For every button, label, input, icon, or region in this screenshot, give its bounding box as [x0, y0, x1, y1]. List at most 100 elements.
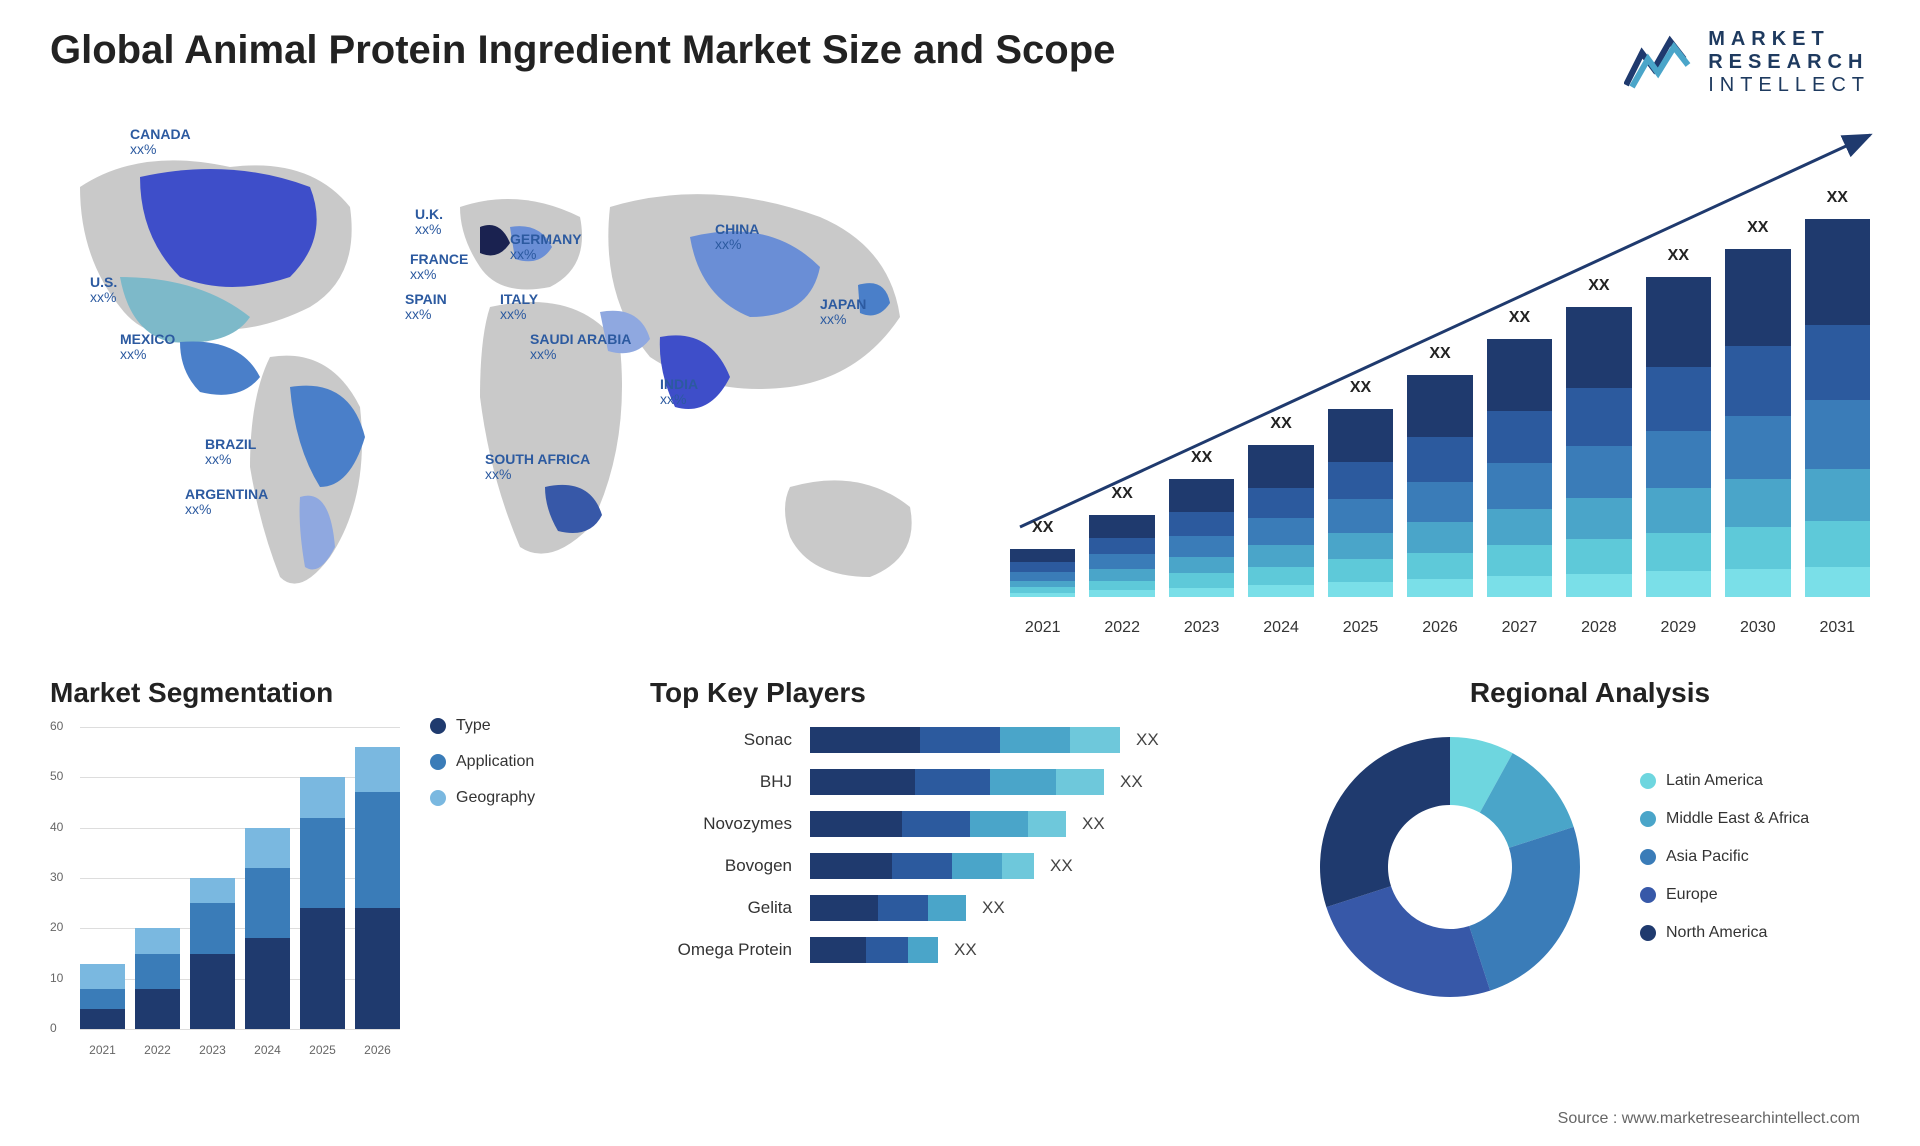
player-row: BovogenXX [650, 853, 1170, 879]
logo-icon [1624, 35, 1694, 91]
player-name: Omega Protein [650, 940, 810, 960]
brand-logo: MARKET RESEARCH INTELLECT [1624, 28, 1870, 97]
world-map-panel: CANADAxx%U.S.xx%MEXICOxx%BRAZILxx%ARGENT… [50, 117, 970, 637]
forecast-year-label: 2031 [1805, 619, 1870, 637]
donut-slice [1326, 886, 1490, 997]
forecast-bar-2028: XX [1566, 307, 1631, 597]
seg-bar-2022 [135, 928, 180, 1029]
forecast-bar-2031: XX [1805, 219, 1870, 597]
regional-section: Regional Analysis Latin America Middle Ea… [1310, 677, 1870, 1077]
forecast-bar-2024: XX [1248, 445, 1313, 597]
map-label-spain: SPAINxx% [405, 292, 447, 323]
player-row: NovozymesXX [650, 811, 1170, 837]
players-title: Top Key Players [650, 677, 1270, 709]
forecast-bar-2027: XX [1487, 339, 1552, 597]
seg-legend-item: Type [430, 717, 535, 735]
seg-x-label: 2022 [135, 1043, 180, 1057]
forecast-value-label: XX [1350, 379, 1371, 397]
map-label-brazil: BRAZILxx% [205, 437, 256, 468]
forecast-value-label: XX [1429, 345, 1450, 363]
player-name: Sonac [650, 730, 810, 750]
seg-legend-item: Geography [430, 789, 535, 807]
forecast-value-label: XX [1032, 519, 1053, 537]
donut-legend-item: Europe [1640, 886, 1809, 904]
map-label-argentina: ARGENTINAxx% [185, 487, 268, 518]
forecast-value-label: XX [1270, 415, 1291, 433]
forecast-bar-2026: XX [1407, 375, 1472, 597]
forecast-value-label: XX [1747, 219, 1768, 237]
regional-title: Regional Analysis [1310, 677, 1870, 709]
seg-y-tick: 60 [50, 719, 63, 733]
seg-y-tick: 10 [50, 971, 63, 985]
seg-y-tick: 50 [50, 769, 63, 783]
forecast-value-label: XX [1509, 309, 1530, 327]
forecast-year-label: 2024 [1248, 619, 1313, 637]
forecast-value-label: XX [1191, 449, 1212, 467]
seg-y-tick: 20 [50, 920, 63, 934]
map-label-india: INDIAxx% [660, 377, 698, 408]
forecast-year-label: 2022 [1089, 619, 1154, 637]
forecast-chart: XXXXXXXXXXXXXXXXXXXXXX 20212022202320242… [1010, 117, 1870, 637]
map-label-japan: JAPANxx% [820, 297, 866, 328]
donut-legend-item: Latin America [1640, 772, 1809, 790]
seg-x-label: 2023 [190, 1043, 235, 1057]
forecast-bar-2029: XX [1646, 277, 1711, 597]
logo-line2: RESEARCH [1708, 51, 1870, 74]
map-label-china: CHINAxx% [715, 222, 759, 253]
seg-x-label: 2025 [300, 1043, 345, 1057]
player-value-label: XX [982, 898, 1005, 918]
player-value-label: XX [1120, 772, 1143, 792]
logo-line3: INTELLECT [1708, 74, 1870, 97]
seg-x-label: 2021 [80, 1043, 125, 1057]
map-label-u-s-: U.S.xx% [90, 275, 117, 306]
seg-x-label: 2024 [245, 1043, 290, 1057]
world-map [50, 117, 970, 637]
seg-y-tick: 0 [50, 1021, 57, 1035]
forecast-year-label: 2030 [1725, 619, 1790, 637]
map-label-mexico: MEXICOxx% [120, 332, 175, 363]
page-title: Global Animal Protein Ingredient Market … [50, 28, 1115, 73]
players-section: Top Key Players SonacXXBHJXXNovozymesXXB… [650, 677, 1270, 1077]
forecast-year-label: 2023 [1169, 619, 1234, 637]
forecast-year-label: 2027 [1487, 619, 1552, 637]
player-name: Gelita [650, 898, 810, 918]
forecast-year-label: 2025 [1328, 619, 1393, 637]
seg-bar-2021 [80, 964, 125, 1029]
forecast-bar-2030: XX [1725, 249, 1790, 597]
segmentation-section: Market Segmentation 01020304050602021202… [50, 677, 610, 1077]
forecast-year-label: 2029 [1646, 619, 1711, 637]
segmentation-chart: 0102030405060202120222023202420252026 [50, 727, 400, 1057]
forecast-bar-2022: XX [1089, 515, 1154, 597]
player-row: BHJ XX [650, 769, 1170, 795]
donut-legend-item: Middle East & Africa [1640, 810, 1809, 828]
forecast-value-label: XX [1827, 189, 1848, 207]
forecast-bar-2021: XX [1010, 549, 1075, 597]
donut-legend-item: North America [1640, 924, 1809, 942]
map-label-south-africa: SOUTH AFRICAxx% [485, 452, 590, 483]
regional-donut [1310, 727, 1590, 1007]
seg-bar-2026 [355, 747, 400, 1029]
seg-x-label: 2026 [355, 1043, 400, 1057]
player-value-label: XX [954, 940, 977, 960]
forecast-value-label: XX [1112, 485, 1133, 503]
forecast-year-label: 2028 [1566, 619, 1631, 637]
player-name: BHJ [650, 772, 810, 792]
map-label-germany: GERMANYxx% [510, 232, 582, 263]
player-name: Novozymes [650, 814, 810, 834]
map-label-saudi-arabia: SAUDI ARABIAxx% [530, 332, 631, 363]
donut-slice [1469, 827, 1580, 991]
donut-legend-item: Asia Pacific [1640, 848, 1809, 866]
seg-bar-2024 [245, 828, 290, 1029]
player-row: Sonac XX [650, 727, 1170, 753]
player-row: Gelita XX [650, 895, 1170, 921]
player-value-label: XX [1136, 730, 1159, 750]
forecast-value-label: XX [1588, 277, 1609, 295]
segmentation-title: Market Segmentation [50, 677, 610, 709]
forecast-value-label: XX [1668, 247, 1689, 265]
player-name: Bovogen [650, 856, 810, 876]
seg-bar-2025 [300, 777, 345, 1029]
forecast-bar-2025: XX [1328, 409, 1393, 597]
seg-legend-item: Application [430, 753, 535, 771]
seg-y-tick: 40 [50, 820, 63, 834]
source-text: Source : www.marketresearchintellect.com [1558, 1110, 1860, 1128]
